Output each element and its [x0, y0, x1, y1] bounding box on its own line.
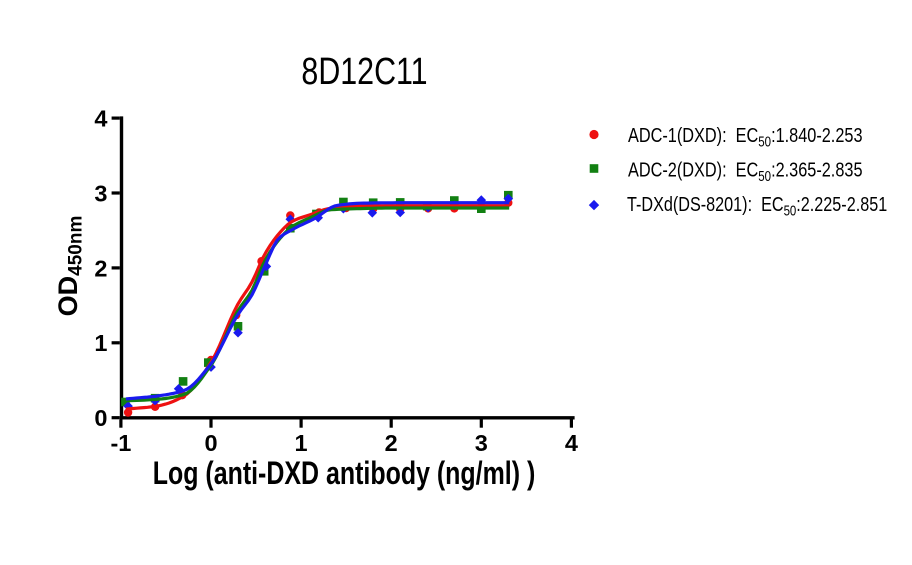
svg-text:3: 3 — [475, 430, 488, 456]
svg-text:-1: -1 — [110, 430, 131, 456]
svg-text:T-DXd(DS-8201): EC50:2.225-2.: T-DXd(DS-8201): EC50:2.225-2.851 — [627, 192, 887, 219]
svg-text:8D12C11: 8D12C11 — [301, 51, 427, 93]
svg-text:ADC-2(DXD): EC50:2.365-2.835: ADC-2(DXD): EC50:2.365-2.835 — [628, 158, 863, 185]
svg-text:3: 3 — [94, 180, 107, 206]
svg-text:ADC-1(DXD): EC50:1.840-2.253: ADC-1(DXD): EC50:1.840-2.253 — [628, 123, 863, 150]
svg-text:0: 0 — [204, 430, 217, 456]
svg-text:2: 2 — [94, 255, 107, 281]
svg-text:Log (anti-DXD antibody (ng/ml): Log (anti-DXD antibody (ng/ml) ) — [153, 456, 536, 492]
svg-text:2: 2 — [385, 430, 398, 456]
svg-text:1: 1 — [295, 430, 308, 456]
svg-text:0: 0 — [94, 405, 107, 431]
svg-text:4: 4 — [94, 106, 107, 132]
svg-text:1: 1 — [94, 330, 107, 356]
svg-text:4: 4 — [565, 430, 578, 456]
